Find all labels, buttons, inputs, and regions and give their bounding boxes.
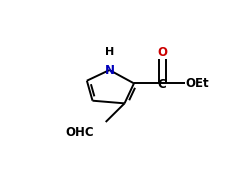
Text: H: H	[105, 47, 114, 57]
Text: C: C	[158, 78, 167, 90]
Text: N: N	[104, 63, 114, 76]
Text: OEt: OEt	[186, 77, 209, 90]
Text: O: O	[157, 45, 167, 59]
Text: OHC: OHC	[65, 126, 94, 139]
